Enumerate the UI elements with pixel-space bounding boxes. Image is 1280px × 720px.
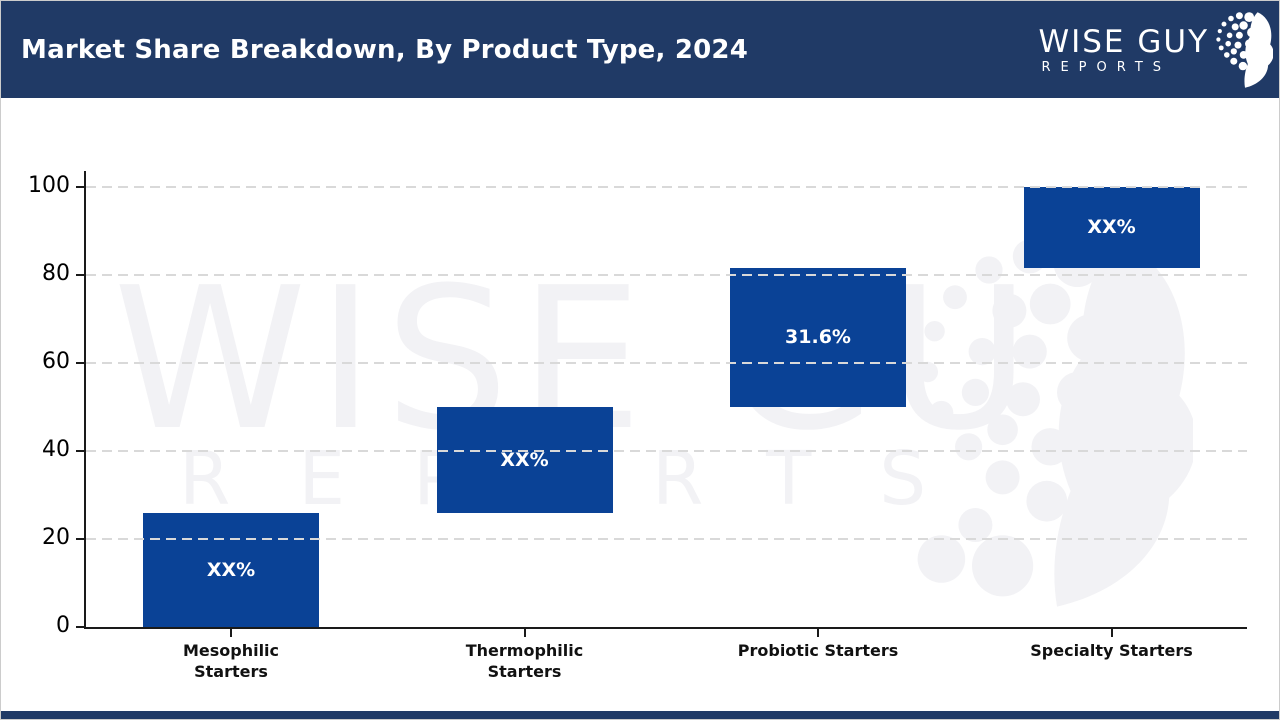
y-tick-label: 100 bbox=[28, 173, 70, 198]
footer-bar bbox=[1, 711, 1279, 719]
gridline bbox=[86, 274, 1247, 276]
bar: 31.6% bbox=[730, 267, 906, 407]
logo-subtext: REPORTS bbox=[1041, 60, 1172, 75]
logo-wordmark: WISE GUY bbox=[1038, 24, 1209, 60]
y-tick-label: 60 bbox=[42, 349, 70, 374]
x-tick-mark bbox=[1110, 629, 1113, 637]
y-tick-label: 80 bbox=[42, 261, 70, 286]
y-tick-mark bbox=[76, 362, 84, 364]
y-tick-mark bbox=[76, 450, 84, 452]
logo-face-icon bbox=[1216, 12, 1273, 88]
logo-text: WISE GUY REPORTS bbox=[1038, 25, 1209, 75]
bar: XX% bbox=[436, 407, 613, 513]
y-tick-mark bbox=[76, 186, 84, 188]
bar-value-label: XX% bbox=[500, 448, 549, 471]
x-category-label: Probiotic Starters bbox=[737, 641, 899, 660]
x-category-label: Specialty Starters bbox=[1030, 641, 1193, 660]
watermark-face-icon bbox=[917, 239, 1193, 607]
y-axis-line bbox=[84, 171, 86, 629]
y-tick-label: 0 bbox=[56, 613, 70, 638]
y-tick-mark bbox=[76, 626, 84, 628]
x-axis-line bbox=[84, 627, 1247, 629]
x-category-label: Mesophilic Starters bbox=[182, 641, 280, 681]
y-tick-label: 40 bbox=[42, 437, 70, 462]
bar: XX% bbox=[1023, 187, 1200, 268]
y-tick-label: 20 bbox=[42, 525, 70, 550]
bar-value-label: XX% bbox=[1087, 216, 1136, 239]
logo: WISE GUY REPORTS bbox=[1038, 7, 1273, 93]
bar: XX% bbox=[143, 512, 319, 627]
header: Market Share Breakdown, By Product Type,… bbox=[1, 1, 1279, 98]
y-tick-mark bbox=[76, 538, 84, 540]
gridline bbox=[86, 450, 1247, 452]
x-tick-mark bbox=[230, 629, 232, 637]
x-tick-mark bbox=[817, 629, 819, 637]
x-tick-mark bbox=[523, 629, 526, 637]
page-title: Market Share Breakdown, By Product Type,… bbox=[21, 34, 748, 65]
x-category-label: Thermophilic Starters bbox=[465, 641, 584, 681]
gridline bbox=[86, 186, 1247, 188]
gridline bbox=[86, 362, 1247, 364]
y-tick-mark bbox=[76, 274, 84, 276]
gridline bbox=[86, 538, 1247, 540]
bar-value-label: 31.6% bbox=[785, 326, 851, 349]
bar-value-label: XX% bbox=[206, 558, 256, 581]
